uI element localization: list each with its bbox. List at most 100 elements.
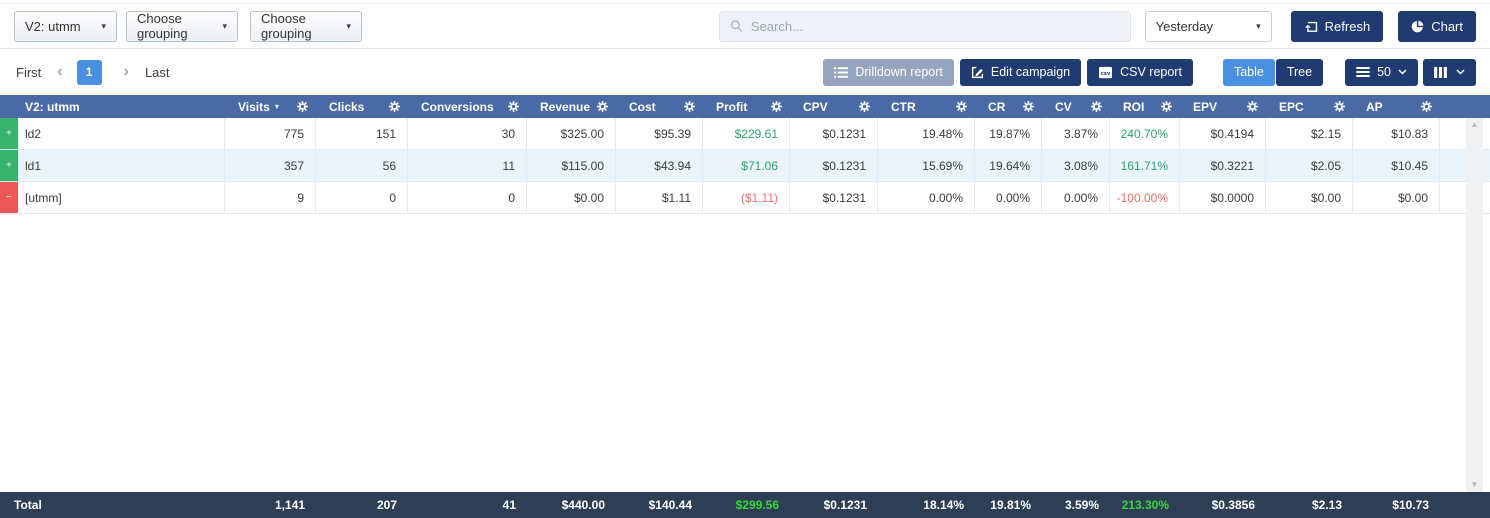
- grouping-select-1-value: Choose grouping: [137, 11, 188, 41]
- cell-epc: $0.00: [1266, 182, 1353, 213]
- cell-epv: $0.3221: [1180, 150, 1266, 181]
- cell-epc: $2.15: [1266, 118, 1353, 149]
- column-header-cr[interactable]: CR: [975, 95, 1042, 118]
- scroll-down-icon[interactable]: ▼: [1470, 480, 1479, 489]
- gear-icon[interactable]: [1091, 101, 1102, 112]
- chevron-down-icon: ▾: [222, 20, 227, 31]
- cell-roi: 161.71%: [1110, 150, 1180, 181]
- refresh-label: Refresh: [1324, 18, 1371, 34]
- chart-label: Chart: [1431, 18, 1463, 34]
- status-negative-marker: −: [0, 182, 18, 213]
- cell-cv: 3.87%: [1042, 118, 1110, 149]
- column-header-ctr[interactable]: CTR: [878, 95, 975, 118]
- refresh-button[interactable]: Refresh: [1290, 10, 1384, 42]
- column-header-visits[interactable]: Visits ▾: [225, 95, 316, 118]
- column-header-epv[interactable]: EPV: [1180, 95, 1266, 118]
- gear-icon[interactable]: [859, 101, 870, 112]
- table-row[interactable]: − [utmm] 9 0 0 $0.00 $1.11 ($1.11) $0.12…: [0, 182, 1490, 214]
- gear-icon[interactable]: [1421, 101, 1432, 112]
- column-header-revenue[interactable]: Revenue: [527, 95, 616, 118]
- row-name: ld2: [25, 126, 42, 141]
- scroll-up-icon[interactable]: ▲: [1470, 120, 1479, 129]
- gear-icon[interactable]: [297, 101, 308, 112]
- chart-button[interactable]: Chart: [1398, 10, 1476, 42]
- pagination-first[interactable]: First: [16, 64, 42, 80]
- search-box[interactable]: [718, 10, 1131, 42]
- chevron-right-icon[interactable]: ›: [123, 63, 129, 80]
- page-button-current[interactable]: 1: [76, 59, 102, 85]
- column-header-roi[interactable]: ROI: [1110, 95, 1180, 118]
- column-header-cv[interactable]: CV: [1042, 95, 1110, 118]
- total-filler: [1440, 492, 1490, 518]
- report-actions: Drilldown report Edit campaign csv CSV r…: [817, 58, 1476, 86]
- vertical-scrollbar[interactable]: ▲ ▼: [1466, 118, 1483, 492]
- column-header-filler: [1440, 95, 1490, 118]
- grouping-select-1[interactable]: Choose grouping ▾: [126, 10, 238, 42]
- csv-report-button[interactable]: csv CSV report: [1087, 58, 1193, 86]
- column-header-clicks[interactable]: Clicks: [316, 95, 408, 118]
- table-row[interactable]: + ld1 357 56 11 $115.00 $43.94 $71.06 $0…: [0, 150, 1490, 182]
- pagination: First ‹ 1 › Last: [14, 59, 172, 85]
- page-size-select[interactable]: 50: [1345, 58, 1418, 86]
- date-range-select[interactable]: Yesterday ▾: [1144, 10, 1272, 42]
- cell-cost: $95.39: [616, 118, 703, 149]
- edit-campaign-label: Edit campaign: [990, 65, 1071, 79]
- gear-icon[interactable]: [1247, 101, 1258, 112]
- cell-clicks: 151: [316, 118, 408, 149]
- table-view-button[interactable]: Table: [1222, 58, 1275, 86]
- chevron-left-icon[interactable]: ‹: [57, 63, 63, 80]
- gear-icon[interactable]: [771, 101, 782, 112]
- column-header-conversions[interactable]: Conversions: [408, 95, 527, 118]
- gear-icon[interactable]: [508, 101, 519, 112]
- pagination-last[interactable]: Last: [144, 64, 170, 80]
- pie-chart-icon: [1411, 20, 1424, 32]
- report-grid: V2: utmm Visits ▾ Clicks Conversions Reve…: [0, 95, 1490, 518]
- total-clicks: 207: [376, 498, 397, 512]
- cell-revenue: $115.00: [527, 150, 616, 181]
- column-header-profit[interactable]: Profit: [703, 95, 790, 118]
- gear-icon[interactable]: [597, 101, 608, 112]
- csv-report-label: CSV report: [1120, 65, 1182, 79]
- cell-cr: 19.64%: [975, 150, 1042, 181]
- gear-icon[interactable]: [1023, 101, 1034, 112]
- page-size-value: 50: [1377, 65, 1391, 79]
- cell-cr: 0.00%: [975, 182, 1042, 213]
- chevron-down-icon: ▾: [346, 20, 351, 31]
- cell-profit: $71.06: [703, 150, 790, 181]
- drilldown-report-label: Drilldown report: [855, 65, 943, 79]
- cell-ctr: 0.00%: [878, 182, 975, 213]
- gear-icon[interactable]: [389, 101, 400, 112]
- column-header-ap[interactable]: AP: [1353, 95, 1440, 118]
- table-row[interactable]: + ld2 775 151 30 $325.00 $95.39 $229.61 …: [0, 118, 1490, 150]
- cell-roi: -100.00%: [1110, 182, 1180, 213]
- total-visits: 1,141: [274, 498, 305, 512]
- column-header-cost[interactable]: Cost: [616, 95, 703, 118]
- campaign-select[interactable]: V2: utmm ▾: [14, 10, 117, 42]
- chevron-down-icon: ▾: [101, 20, 106, 31]
- gear-icon[interactable]: [684, 101, 695, 112]
- chevron-down-icon: ▾: [1256, 20, 1261, 31]
- total-ctr: 18.14%: [923, 498, 964, 512]
- gear-icon[interactable]: [1334, 101, 1345, 112]
- cell-epc: $2.05: [1266, 150, 1353, 181]
- row-name: [utmm]: [25, 190, 62, 205]
- search-input[interactable]: [750, 18, 1120, 34]
- status-positive-marker: +: [0, 150, 18, 181]
- column-label: CTR: [891, 99, 916, 114]
- edit-campaign-button[interactable]: Edit campaign: [959, 58, 1082, 86]
- columns-select[interactable]: [1423, 58, 1476, 86]
- drilldown-report-button[interactable]: Drilldown report: [823, 58, 954, 86]
- column-header-name[interactable]: V2: utmm: [0, 95, 225, 118]
- top-toolbar: V2: utmm ▾ Choose grouping ▾ Choose grou…: [0, 4, 1490, 49]
- grouping-select-2[interactable]: Choose grouping ▾: [250, 10, 362, 42]
- tree-view-button[interactable]: Tree: [1275, 58, 1324, 86]
- column-label: Profit: [716, 99, 748, 114]
- column-header-cpv[interactable]: CPV: [790, 95, 878, 118]
- column-header-epc[interactable]: EPC: [1266, 95, 1353, 118]
- cell-ap: $10.83: [1353, 118, 1440, 149]
- gear-icon[interactable]: [956, 101, 967, 112]
- total-profit: $299.56: [735, 498, 779, 512]
- total-row: Total 1,141 207 41 $440.00 $140.44 $299.…: [0, 492, 1490, 518]
- plus-icon: +: [6, 128, 12, 139]
- gear-icon[interactable]: [1161, 101, 1172, 112]
